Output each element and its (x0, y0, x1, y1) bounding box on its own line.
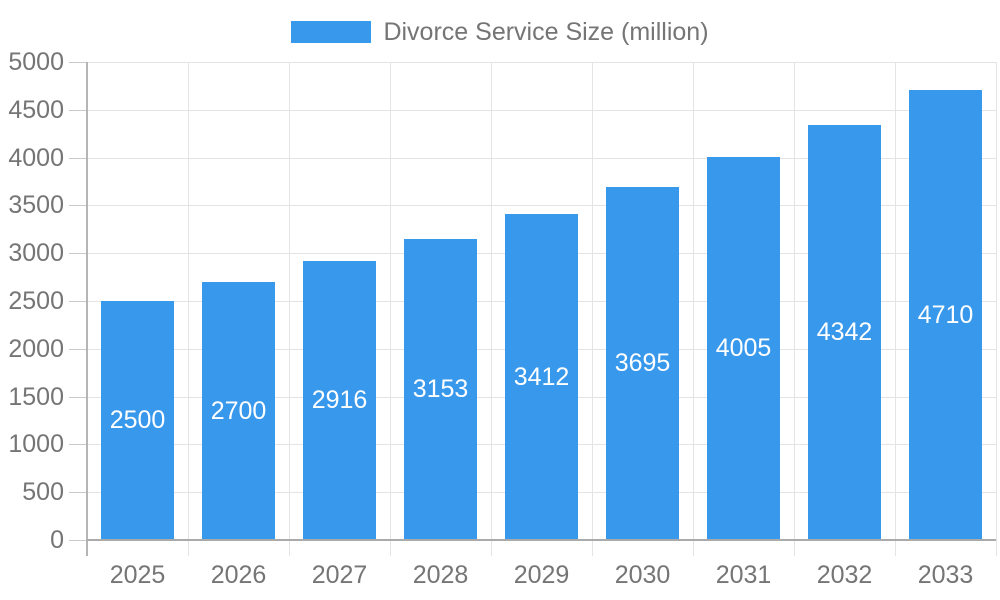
v-gridline (491, 62, 492, 556)
v-gridline (693, 62, 694, 556)
y-axis-tick (69, 444, 87, 445)
bar[interactable]: 3695 (606, 187, 679, 540)
y-axis-line (86, 62, 88, 556)
y-axis-tick-label: 5000 (8, 48, 64, 76)
y-axis-tick-label: 3000 (8, 239, 64, 267)
x-axis-tick-label: 2031 (715, 561, 772, 589)
x-axis-tick-label: 2029 (513, 561, 570, 589)
h-gridline (87, 158, 996, 159)
bar-value-label: 3695 (614, 349, 671, 377)
x-axis-tick-label: 2027 (311, 561, 368, 589)
legend-label[interactable]: Divorce Service Size (million) (383, 17, 709, 46)
v-gridline (289, 62, 290, 556)
bar[interactable]: 3153 (404, 239, 477, 540)
bar-value-label: 2916 (311, 386, 368, 414)
bar[interactable]: 2500 (101, 301, 174, 540)
y-axis-tick (69, 110, 87, 111)
bar-value-label: 4342 (816, 318, 873, 346)
x-axis-tick-label: 2025 (109, 561, 166, 589)
bar-value-label: 2700 (210, 396, 267, 425)
v-gridline (895, 62, 896, 556)
v-gridline (188, 62, 189, 556)
x-axis-tick-label: 2033 (917, 561, 974, 589)
bar[interactable]: 4342 (808, 125, 881, 540)
x-axis-tick-label: 2032 (816, 561, 873, 589)
bar-value-label: 4005 (715, 334, 772, 362)
h-gridline (87, 62, 996, 63)
y-axis-tick (69, 158, 87, 159)
y-axis-tick (69, 62, 87, 63)
bar-value-label: 3153 (412, 375, 469, 403)
y-axis-tick (69, 540, 87, 541)
y-axis-tick-label: 2000 (8, 335, 64, 363)
bar-value-label: 4710 (917, 300, 974, 329)
bar[interactable]: 4710 (909, 90, 982, 540)
y-axis-tick (69, 205, 87, 206)
y-axis-tick (69, 349, 87, 350)
legend-swatch[interactable] (291, 21, 372, 43)
y-axis-tick (69, 492, 87, 493)
legend: Divorce Service Size (million) (0, 14, 1000, 50)
v-gridline (794, 62, 795, 556)
v-gridline (390, 62, 391, 556)
x-axis-line (87, 539, 996, 541)
y-axis-tick (69, 253, 87, 254)
y-axis-tick-label: 4500 (8, 96, 64, 124)
v-gridline (996, 62, 997, 556)
y-axis-tick-label: 1000 (8, 430, 64, 458)
bar[interactable]: 2916 (303, 261, 376, 540)
y-axis-tick-label: 4000 (8, 144, 64, 172)
h-gridline (87, 110, 996, 111)
bar[interactable]: 2700 (202, 282, 275, 540)
y-axis-tick-label: 0 (50, 526, 64, 554)
x-axis-tick-label: 2030 (614, 561, 671, 589)
h-gridline (87, 205, 996, 206)
x-axis-tick-label: 2028 (412, 561, 469, 589)
bar-value-label: 3412 (513, 362, 570, 391)
y-axis-tick-label: 2500 (8, 287, 64, 315)
x-axis-tick-label: 2026 (210, 561, 267, 589)
bar[interactable]: 4005 (707, 157, 780, 540)
bar-value-label: 2500 (109, 406, 166, 434)
bar[interactable]: 3412 (505, 214, 578, 540)
y-axis-tick (69, 397, 87, 398)
y-axis-tick (69, 301, 87, 302)
y-axis-tick-label: 500 (22, 478, 64, 506)
y-axis-tick-label: 3500 (8, 191, 64, 219)
v-gridline (592, 62, 593, 556)
y-axis-tick-label: 1500 (8, 383, 64, 411)
